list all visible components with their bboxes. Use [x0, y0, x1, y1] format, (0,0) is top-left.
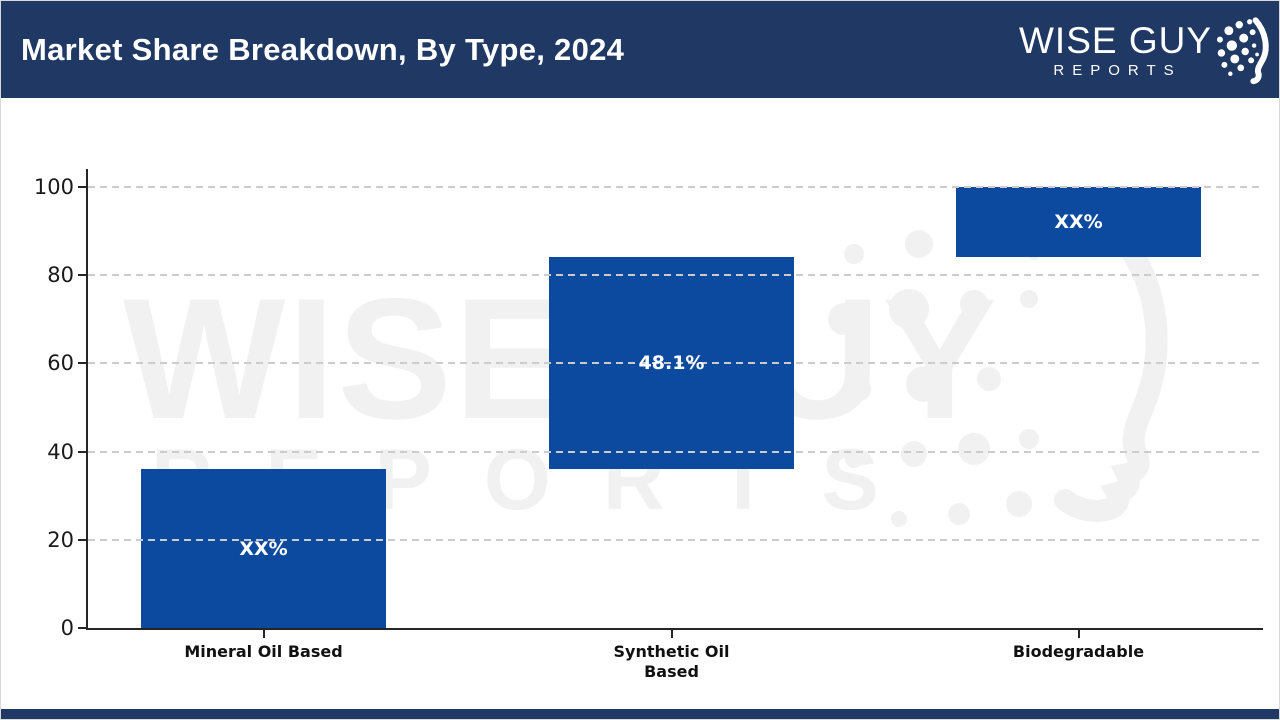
y-tick-mark: [78, 362, 86, 365]
gridline: [88, 538, 1263, 541]
brand-name: WISE GUY: [1019, 19, 1213, 61]
x-tick-mark: [670, 630, 673, 638]
footer-bar: [1, 709, 1279, 719]
y-tick-label: 100: [33, 175, 74, 199]
y-tick-label: 0: [60, 616, 74, 640]
brand-logo: WISE GUY REPORTS: [1019, 7, 1269, 93]
gridline: [88, 186, 1263, 188]
header: Market Share Breakdown, By Type, 2024 WI…: [1, 1, 1279, 98]
y-tick-mark: [78, 274, 86, 277]
x-category-label: Mineral Oil Based: [184, 642, 343, 661]
watermark-face-icon: [828, 219, 1168, 527]
y-tick-mark: [78, 450, 86, 453]
y-tick-label: 20: [47, 527, 74, 552]
y-tick-label: 80: [47, 263, 74, 288]
x-category-label: Biodegradable: [1012, 642, 1145, 661]
bar: [956, 187, 1201, 258]
gridline: [88, 362, 1263, 365]
bar-value-label: XX%: [1054, 211, 1103, 234]
bar-value-label: 48.1%: [638, 352, 705, 375]
x-category-label: Synthetic Oil Based: [613, 642, 730, 681]
brand-tagline: REPORTS: [1053, 61, 1182, 79]
x-tick-mark: [1077, 630, 1080, 638]
page-title: Market Share Breakdown, By Type, 2024: [21, 31, 625, 67]
bar-value-label: XX%: [239, 537, 288, 560]
y-axis-line: [86, 169, 88, 630]
y-tick-label: 60: [47, 351, 74, 376]
gridline: [88, 274, 1263, 277]
x-tick-mark: [262, 630, 265, 638]
y-tick-mark: [78, 538, 86, 541]
y-tick-mark: [78, 627, 86, 629]
bar: [141, 469, 386, 628]
y-tick-mark: [78, 186, 86, 188]
brand-face-icon: [1217, 17, 1269, 85]
y-tick-label: 40: [47, 439, 74, 464]
x-axis-line: [86, 628, 1263, 630]
gridline: [88, 450, 1263, 453]
brand-logo-text: WISE GUY REPORTS: [1019, 19, 1213, 79]
